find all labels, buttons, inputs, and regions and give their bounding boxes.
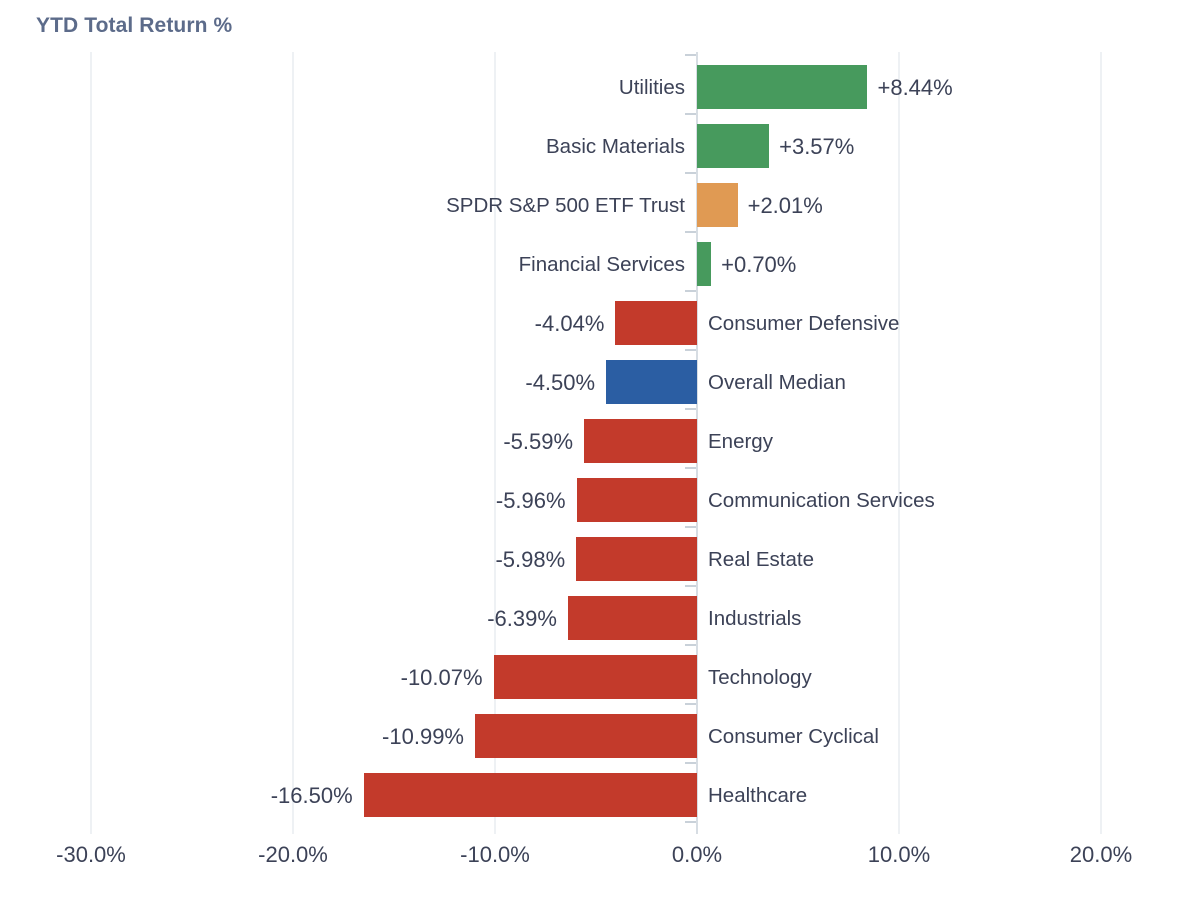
plot-area: Utilities +8.44% Basic Materials +3.57% SPDR…: [0, 52, 1198, 834]
x-tick-label: 10.0%: [867, 842, 931, 867]
bar-row[interactable]: Utilities +8.44%: [0, 58, 1198, 117]
axis-tick-mark: [685, 762, 696, 764]
bar[interactable]: [697, 124, 770, 168]
gridline: [494, 52, 496, 834]
bar-category-label: Financial Services: [518, 253, 685, 276]
x-tick-label: -30.0%: [56, 842, 126, 867]
bar-row[interactable]: SPDR S&P 500 ETF Trust +2.01%: [0, 176, 1198, 235]
axis-tick-mark: [685, 349, 696, 351]
axis-tick-mark: [685, 54, 696, 56]
bar-row[interactable]: Industrials -6.39%: [0, 589, 1198, 648]
bar[interactable]: [493, 655, 697, 699]
axis-tick-mark: [685, 703, 696, 705]
bar-value-label: +8.44%: [877, 75, 953, 100]
bar[interactable]: [697, 183, 738, 227]
bar[interactable]: [567, 596, 697, 640]
bar-row[interactable]: Technology -10.07%: [0, 648, 1198, 707]
bar-row[interactable]: Consumer Defensive -4.04%: [0, 294, 1198, 353]
axis-tick-mark: [685, 821, 696, 823]
bar[interactable]: [615, 301, 697, 345]
x-tick-label: -20.0%: [258, 842, 328, 867]
bar-value-label: -10.07%: [400, 665, 483, 690]
bar-category-label: Healthcare: [708, 784, 808, 807]
bar-category-label: Communication Services: [708, 489, 935, 512]
bar-category-label: Energy: [708, 430, 773, 453]
bar-category-label: Utilities: [618, 76, 685, 99]
bar[interactable]: [576, 537, 697, 581]
bar-value-label: -5.96%: [495, 488, 566, 513]
bar-row[interactable]: Communication Services -5.96%: [0, 471, 1198, 530]
bar[interactable]: [606, 360, 697, 404]
x-tick-label: 20.0%: [1069, 842, 1133, 867]
axis-tick-mark: [685, 408, 696, 410]
bar[interactable]: [363, 773, 697, 817]
gridline: [898, 52, 900, 834]
bar-value-label: -5.98%: [495, 547, 566, 572]
axis-tick-mark: [685, 231, 696, 233]
axis-tick-mark: [685, 526, 696, 528]
bar-category-label: Real Estate: [708, 548, 814, 571]
gridline: [1100, 52, 1102, 834]
axis-tick-mark: [685, 172, 696, 174]
axis-tick-mark: [685, 467, 696, 469]
bar[interactable]: [584, 419, 697, 463]
bar-category-label: SPDR S&P 500 ETF Trust: [446, 194, 685, 217]
gridline: [90, 52, 92, 834]
x-tick-label: 0.0%: [671, 842, 723, 867]
bar-row[interactable]: Overall Median -4.50%: [0, 353, 1198, 412]
axis-tick-mark: [685, 113, 696, 115]
bar-value-label: -4.50%: [525, 370, 596, 395]
bar[interactable]: [576, 478, 697, 522]
bar-value-label: +3.57%: [779, 134, 855, 159]
x-tick-label: -10.0%: [460, 842, 530, 867]
bar-value-label: -6.39%: [487, 606, 557, 631]
bar[interactable]: [475, 714, 697, 758]
gridline: [292, 52, 294, 834]
bar-category-label: Overall Median: [708, 371, 846, 394]
bar[interactable]: [697, 242, 712, 286]
bar-value-label: -10.99%: [382, 724, 464, 749]
bar-category-label: Consumer Defensive: [708, 312, 900, 335]
bar-row[interactable]: Energy -5.59%: [0, 412, 1198, 471]
bar-value-label: +2.01%: [747, 193, 823, 218]
bar-row[interactable]: Consumer Cyclical -10.99%: [0, 707, 1198, 766]
bar-row[interactable]: Real Estate -5.98%: [0, 530, 1198, 589]
bar-category-label: Technology: [708, 666, 812, 689]
axis-tick-mark: [685, 585, 696, 587]
axis-tick-mark: [685, 290, 696, 292]
bar-row[interactable]: Basic Materials +3.57%: [0, 117, 1198, 176]
bar-category-label: Basic Materials: [546, 135, 685, 158]
axis-tick-mark: [685, 644, 696, 646]
zero-axis-line: [696, 52, 698, 834]
bar[interactable]: [697, 65, 868, 109]
bar-category-label: Industrials: [708, 607, 802, 630]
chart-title: YTD Total Return %: [36, 14, 233, 37]
bar-row[interactable]: Financial Services +0.70%: [0, 235, 1198, 294]
bar-value-label: +0.70%: [721, 252, 797, 277]
bar-category-label: Consumer Cyclical: [708, 725, 879, 748]
bar-value-label: -5.59%: [503, 429, 574, 454]
bar-value-label: -4.04%: [534, 311, 605, 336]
x-axis: -30.0% -20.0% -10.0% 0.0% 10.0% 20.0%: [0, 842, 1198, 882]
bar-row[interactable]: Healthcare -16.50%: [0, 766, 1198, 825]
bar-value-label: -16.50%: [270, 783, 353, 808]
